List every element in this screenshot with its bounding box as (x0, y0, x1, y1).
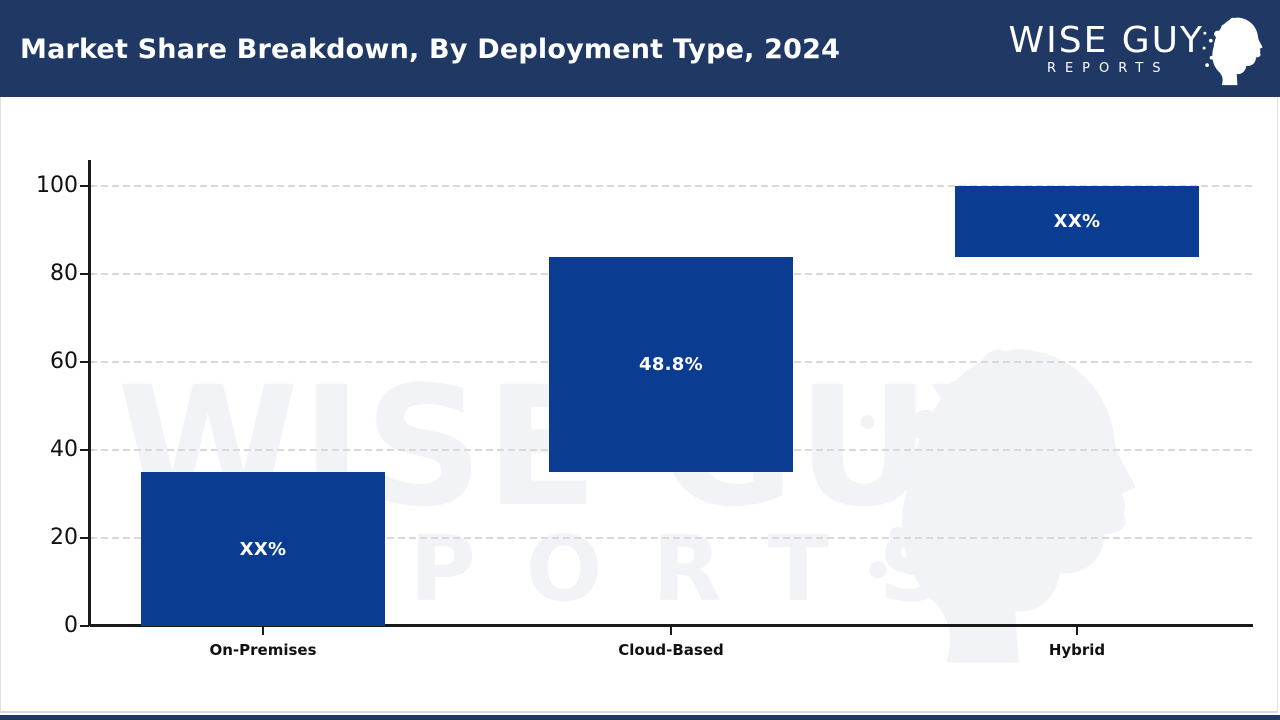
brand-logo: WISE GUY REPORTS (1009, 6, 1271, 92)
chart-title: Market Share Breakdown, By Deployment Ty… (20, 34, 841, 65)
y-tick-mark (80, 625, 89, 627)
y-tick-mark (80, 185, 89, 187)
y-tick-mark (80, 537, 89, 539)
gridline (90, 185, 1253, 187)
y-tick-label: 100 (36, 173, 78, 198)
x-category-label: Cloud-Based (618, 641, 724, 659)
y-tick-mark (80, 449, 89, 451)
x-category-label: Hybrid (1048, 641, 1106, 659)
gridline (90, 537, 1253, 539)
bar-value-label: XX% (239, 538, 287, 560)
bar-on-premises: XX% (141, 472, 385, 626)
bar-cloud-based: 48.8% (549, 257, 793, 472)
x-axis-line (90, 624, 1253, 627)
brand-text: WISE GUY REPORTS (1009, 22, 1205, 76)
x-tick-mark (262, 627, 264, 635)
bar-value-label: XX% (1053, 211, 1101, 233)
y-tick-label: 0 (64, 613, 78, 638)
y-tick-label: 40 (50, 437, 78, 462)
report-header: Market Share Breakdown, By Deployment Ty… (0, 0, 1280, 97)
x-category-label: On-Premises (209, 641, 317, 659)
bar-value-label: 48.8% (639, 354, 703, 376)
bar-hybrid: XX% (955, 186, 1199, 258)
x-tick-mark (1076, 627, 1078, 635)
brand-subtitle: REPORTS (1046, 60, 1170, 76)
x-tick-mark (670, 627, 672, 635)
y-axis-line (88, 160, 91, 626)
y-tick-label: 60 (50, 349, 78, 374)
footer-bar (0, 715, 1280, 720)
brand-name: WISE GUY (1008, 20, 1204, 62)
y-tick-label: 20 (50, 525, 78, 550)
y-tick-mark (80, 273, 89, 275)
y-tick-label: 80 (50, 261, 78, 286)
y-tick-mark (80, 361, 89, 363)
